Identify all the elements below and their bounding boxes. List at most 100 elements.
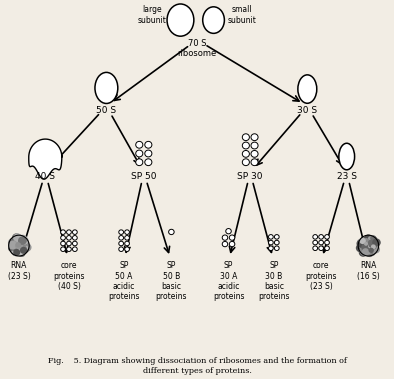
Circle shape: [14, 249, 18, 253]
Circle shape: [368, 238, 377, 247]
Circle shape: [364, 240, 374, 249]
Circle shape: [373, 239, 377, 243]
Circle shape: [18, 249, 24, 254]
Circle shape: [67, 230, 71, 234]
Circle shape: [13, 250, 19, 255]
Circle shape: [364, 242, 369, 247]
Circle shape: [24, 246, 28, 250]
Circle shape: [364, 242, 368, 246]
Circle shape: [367, 249, 374, 255]
Circle shape: [61, 241, 65, 246]
Circle shape: [360, 241, 368, 249]
Text: SP 30: SP 30: [238, 172, 263, 181]
Circle shape: [145, 141, 152, 148]
Circle shape: [372, 239, 380, 247]
Circle shape: [20, 247, 27, 254]
Circle shape: [361, 241, 367, 247]
Circle shape: [19, 240, 25, 245]
Circle shape: [360, 238, 365, 242]
Polygon shape: [29, 139, 62, 179]
Circle shape: [136, 141, 143, 148]
Circle shape: [145, 159, 152, 166]
Circle shape: [356, 244, 365, 252]
Text: RNA
(23 S): RNA (23 S): [7, 261, 30, 280]
Circle shape: [22, 245, 27, 251]
Circle shape: [360, 245, 367, 252]
Circle shape: [16, 238, 20, 243]
Circle shape: [371, 244, 376, 249]
Circle shape: [229, 241, 235, 247]
Circle shape: [275, 240, 279, 245]
Circle shape: [23, 245, 30, 252]
Circle shape: [364, 241, 372, 249]
Circle shape: [242, 159, 249, 166]
Circle shape: [319, 235, 323, 239]
Circle shape: [11, 239, 19, 247]
Circle shape: [359, 237, 367, 244]
Circle shape: [325, 235, 329, 239]
Circle shape: [12, 240, 18, 246]
Circle shape: [19, 239, 24, 244]
Circle shape: [169, 229, 174, 235]
Circle shape: [364, 249, 369, 254]
Text: 23 S: 23 S: [337, 172, 357, 181]
Circle shape: [72, 241, 77, 246]
Circle shape: [275, 246, 279, 251]
Circle shape: [11, 238, 15, 243]
Circle shape: [23, 241, 29, 246]
Circle shape: [364, 235, 373, 243]
Circle shape: [368, 239, 374, 245]
Circle shape: [8, 241, 17, 249]
Circle shape: [275, 235, 279, 239]
Circle shape: [12, 248, 20, 256]
Circle shape: [369, 250, 375, 256]
Circle shape: [17, 247, 26, 255]
Circle shape: [366, 241, 371, 246]
Text: large
subunit: large subunit: [137, 5, 166, 25]
Circle shape: [22, 249, 26, 252]
Circle shape: [12, 249, 19, 256]
Circle shape: [11, 250, 17, 255]
Circle shape: [372, 238, 381, 247]
Circle shape: [359, 238, 366, 244]
Circle shape: [364, 236, 373, 244]
Circle shape: [22, 246, 27, 250]
Circle shape: [226, 229, 231, 234]
Circle shape: [366, 250, 374, 257]
Circle shape: [268, 246, 273, 251]
Circle shape: [8, 238, 17, 246]
Circle shape: [13, 234, 21, 242]
Circle shape: [12, 248, 21, 256]
Circle shape: [11, 243, 20, 252]
Circle shape: [357, 241, 364, 248]
Circle shape: [251, 159, 258, 166]
Circle shape: [368, 236, 376, 244]
Circle shape: [222, 241, 228, 247]
Circle shape: [242, 142, 249, 149]
Circle shape: [370, 240, 377, 247]
Circle shape: [325, 246, 329, 251]
Circle shape: [145, 150, 152, 157]
Circle shape: [72, 236, 77, 240]
Text: core
proteins
(23 S): core proteins (23 S): [305, 261, 337, 291]
Circle shape: [268, 240, 273, 245]
Ellipse shape: [339, 143, 355, 170]
Circle shape: [136, 150, 143, 157]
Circle shape: [17, 248, 22, 252]
Circle shape: [372, 245, 380, 254]
Circle shape: [19, 244, 23, 247]
Circle shape: [363, 246, 372, 255]
Circle shape: [13, 249, 20, 256]
Circle shape: [359, 246, 368, 255]
Text: 40 S: 40 S: [35, 172, 55, 181]
Circle shape: [23, 247, 29, 253]
Ellipse shape: [298, 75, 317, 103]
Circle shape: [366, 249, 373, 256]
Circle shape: [136, 159, 143, 166]
Circle shape: [119, 236, 124, 240]
Circle shape: [9, 240, 18, 249]
Circle shape: [72, 247, 77, 252]
Circle shape: [22, 241, 30, 249]
Circle shape: [368, 249, 375, 255]
Text: 50 S: 50 S: [96, 106, 117, 115]
